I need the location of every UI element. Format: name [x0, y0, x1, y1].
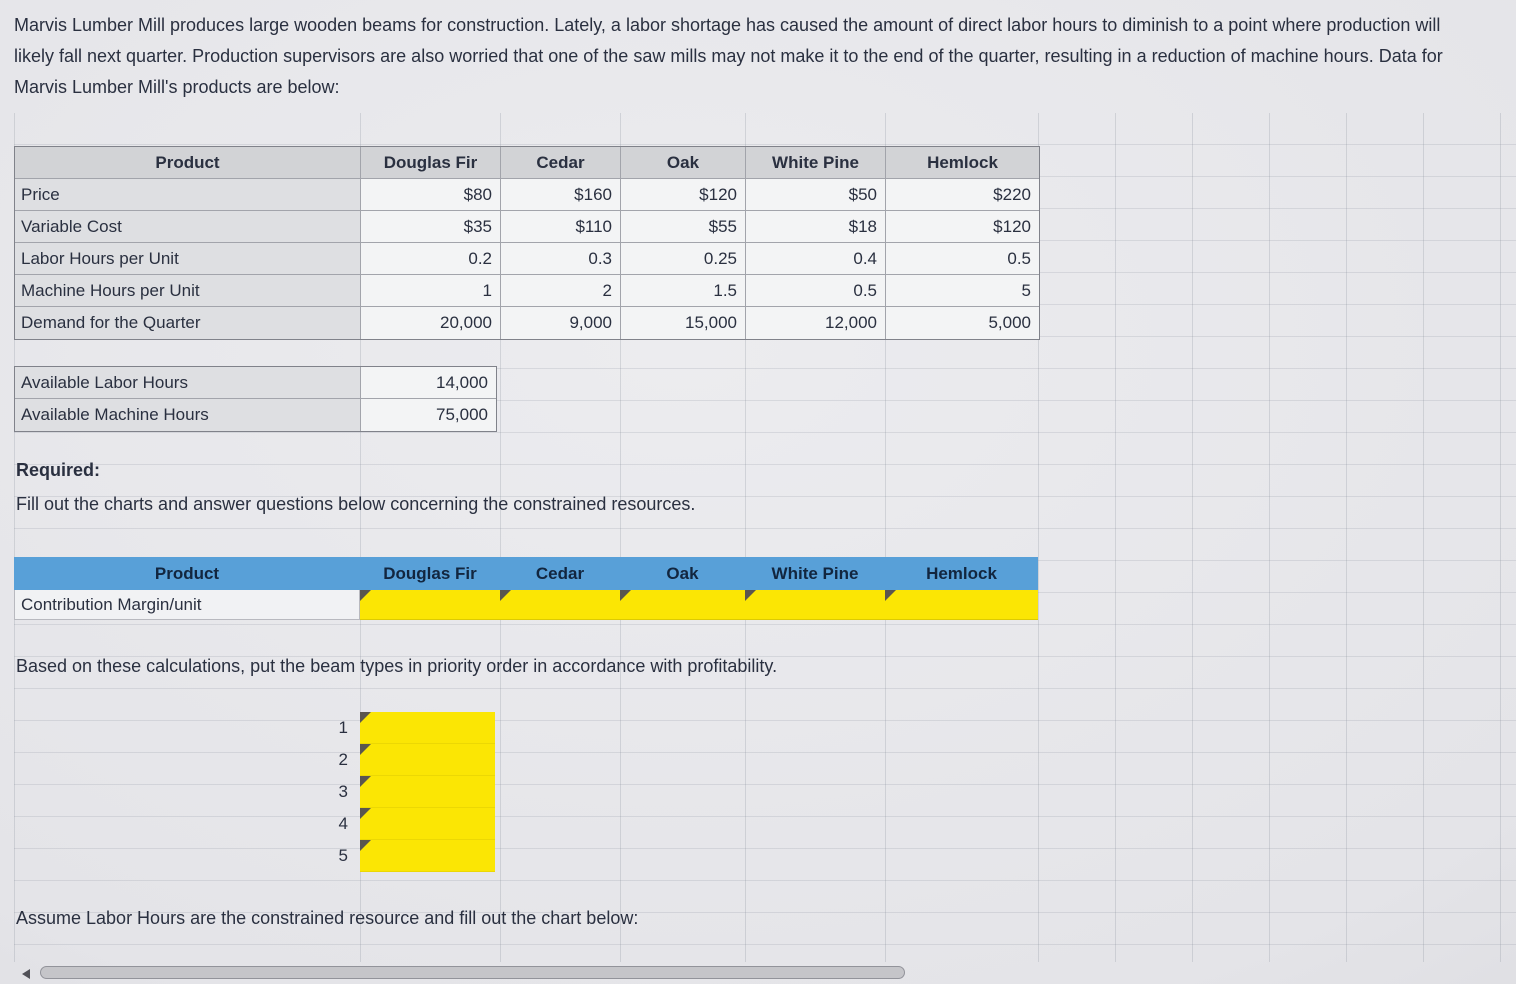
- sheet-gridline: [1423, 113, 1424, 962]
- labor-constraint-note: Assume Labor Hours are the constrained r…: [16, 908, 639, 928]
- cell-note-marker-icon: [620, 590, 631, 601]
- row-label-labor-hours-per-unit: Labor Hours per Unit: [15, 243, 361, 275]
- sheet-gridline: [1500, 113, 1501, 962]
- data-cell: 5,000: [886, 307, 1039, 339]
- scrollbar-thumb[interactable]: [40, 966, 905, 979]
- sheet-gridline: [14, 113, 15, 962]
- cm-input-oak[interactable]: [620, 590, 745, 620]
- cell-note-marker-icon: [360, 744, 371, 755]
- row-label-demand-for-quarter: Demand for the Quarter: [15, 307, 361, 339]
- row-label-contribution-margin: Contribution Margin/unit: [14, 590, 360, 620]
- column-header-cedar: Cedar: [501, 147, 621, 179]
- column-header-white-pine: White Pine: [745, 557, 885, 590]
- data-cell: $55: [621, 211, 746, 243]
- priority-input-cell[interactable]: [360, 712, 495, 744]
- cell-note-marker-icon: [500, 590, 511, 601]
- sheet-gridline: [1115, 113, 1116, 962]
- required-section: Required: Fill out the charts and answer…: [16, 460, 695, 515]
- data-cell: 0.2: [361, 243, 501, 275]
- cm-input-douglas-fir[interactable]: [360, 590, 500, 620]
- problem-statement: Marvis Lumber Mill produces large wooden…: [14, 15, 1443, 97]
- data-cell: $80: [361, 179, 501, 211]
- data-cell: 0.4: [746, 243, 886, 275]
- data-cell: 75,000: [361, 399, 496, 431]
- priority-rank: 4: [338, 814, 348, 833]
- required-instruction: Fill out the charts and answer questions…: [16, 494, 696, 514]
- cell-note-marker-icon: [360, 590, 371, 601]
- data-cell: 2: [501, 275, 621, 307]
- scroll-left-arrow-icon[interactable]: [22, 969, 30, 979]
- sheet-gridline: [1038, 113, 1039, 962]
- sheet-gridline: [745, 113, 746, 962]
- column-header-oak: Oak: [621, 147, 746, 179]
- data-cell: $160: [501, 179, 621, 211]
- column-header-douglas-fir: Douglas Fir: [361, 147, 501, 179]
- priority-rank: 1: [338, 718, 348, 737]
- contribution-margin-table: Product Douglas Fir Cedar Oak White Pine…: [14, 557, 1038, 620]
- data-cell: $120: [886, 211, 1039, 243]
- cell-note-marker-icon: [360, 840, 371, 851]
- data-cell: 15,000: [621, 307, 746, 339]
- data-cell: 0.5: [746, 275, 886, 307]
- cell-note-marker-icon: [360, 776, 371, 787]
- priority-table: 1 2 3 4 5: [14, 712, 495, 872]
- column-header-product: Product: [15, 147, 361, 179]
- row-label-machine-hours-per-unit: Machine Hours per Unit: [15, 275, 361, 307]
- column-header-product: Product: [14, 557, 360, 590]
- horizontal-scrollbar[interactable]: [0, 962, 1516, 984]
- required-heading: Required:: [16, 460, 101, 480]
- data-cell: 20,000: [361, 307, 501, 339]
- priority-input-cell[interactable]: [360, 776, 495, 808]
- data-cell: $35: [361, 211, 501, 243]
- data-cell: $120: [621, 179, 746, 211]
- priority-instruction: Based on these calculations, put the bea…: [16, 656, 778, 676]
- row-label-available-machine-hours: Available Machine Hours: [15, 399, 361, 431]
- priority-input-cell[interactable]: [360, 744, 495, 776]
- priority-input-cell[interactable]: [360, 840, 495, 872]
- priority-input-cell[interactable]: [360, 808, 495, 840]
- column-header-hemlock: Hemlock: [886, 147, 1039, 179]
- row-label-available-labor-hours: Available Labor Hours: [15, 367, 361, 399]
- row-label-price: Price: [15, 179, 361, 211]
- data-cell: 12,000: [746, 307, 886, 339]
- data-cell: 1: [361, 275, 501, 307]
- sheet-gridline: [500, 113, 501, 962]
- cm-input-hemlock[interactable]: [885, 590, 1038, 620]
- data-cell: $110: [501, 211, 621, 243]
- cell-note-marker-icon: [745, 590, 756, 601]
- product-data-table: Product Douglas Fir Cedar Oak White Pine…: [14, 146, 1040, 340]
- sheet-gridline: [885, 113, 886, 962]
- priority-rank: 3: [338, 782, 348, 801]
- cm-input-white-pine[interactable]: [745, 590, 885, 620]
- cell-note-marker-icon: [360, 808, 371, 819]
- sheet-gridline: [1192, 113, 1193, 962]
- cm-input-cedar[interactable]: [500, 590, 620, 620]
- column-header-cedar: Cedar: [500, 557, 620, 590]
- sheet-gridline: [1346, 113, 1347, 962]
- column-header-hemlock: Hemlock: [885, 557, 1038, 590]
- data-cell: 0.5: [886, 243, 1039, 275]
- priority-rank: 2: [338, 750, 348, 769]
- data-cell: 1.5: [621, 275, 746, 307]
- data-cell: 14,000: [361, 367, 496, 399]
- row-label-variable-cost: Variable Cost: [15, 211, 361, 243]
- data-cell: 9,000: [501, 307, 621, 339]
- cell-note-marker-icon: [360, 712, 371, 723]
- data-cell: 5: [886, 275, 1039, 307]
- available-resources-table: Available Labor Hours 14,000 Available M…: [14, 366, 497, 432]
- column-header-douglas-fir: Douglas Fir: [360, 557, 500, 590]
- data-cell: 0.3: [501, 243, 621, 275]
- sheet-gridline: [1269, 113, 1270, 962]
- data-cell: $50: [746, 179, 886, 211]
- column-header-oak: Oak: [620, 557, 745, 590]
- data-cell: $220: [886, 179, 1039, 211]
- priority-rank: 5: [338, 846, 348, 865]
- data-cell: $18: [746, 211, 886, 243]
- sheet-gridline: [620, 113, 621, 962]
- cell-note-marker-icon: [885, 590, 896, 601]
- column-header-white-pine: White Pine: [746, 147, 886, 179]
- data-cell: 0.25: [621, 243, 746, 275]
- sheet-gridline: [360, 113, 361, 962]
